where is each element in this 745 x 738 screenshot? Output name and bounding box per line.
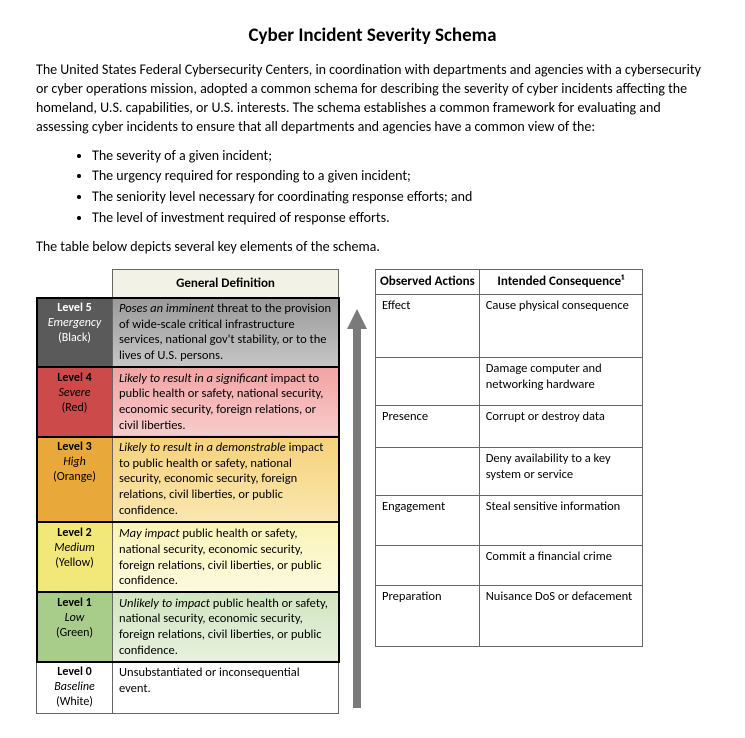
table-row: EffectCause physical consequence xyxy=(376,295,643,358)
severity-row-4: Level 4 Severe (Red) Likely to result in… xyxy=(37,367,339,437)
level-label: Level 4 Severe (Red) xyxy=(37,367,113,437)
level-label: Level 1 Low (Green) xyxy=(37,592,113,662)
severity-arrow xyxy=(339,303,375,714)
severity-row-0: Level 0 Baseline (White) Unsubstantiated… xyxy=(37,662,339,714)
page-title: Cyber Incident Severity Schema xyxy=(36,24,709,47)
level-label: Level 2 Medium (Yellow) xyxy=(37,522,113,592)
level-definition: Likely to result in a significant impact… xyxy=(113,367,339,437)
bullet-list: The severity of a given incident; The ur… xyxy=(36,147,709,229)
table-row: Deny availability to a key system or ser… xyxy=(376,448,643,496)
severity-row-1: Level 1 Low (Green) Unlikely to impact p… xyxy=(37,592,339,662)
col-header-definition: General Definition xyxy=(113,270,339,298)
col-header-consequence: Intended Consequence¹ xyxy=(479,270,642,295)
table-row: PresenceCorrupt or destroy data xyxy=(376,406,643,448)
table-row: PreparationNuisance DoS or defacement xyxy=(376,586,643,647)
level-label: Level 0 Baseline (White) xyxy=(37,662,113,714)
severity-row-5: Level 5 Emergency (Black) Poses an immin… xyxy=(37,298,339,368)
intro-paragraph: The United States Federal Cybersecurity … xyxy=(36,61,709,137)
table-caption: The table below depicts several key elem… xyxy=(36,238,709,255)
bullet-item: The severity of a given incident; xyxy=(92,147,709,166)
table-row: Damage computer and networking hardware xyxy=(376,358,643,406)
level-definition: Poses an imminent threat to the provisio… xyxy=(113,298,339,368)
severity-table: General Definition Level 5 Emergency (Bl… xyxy=(36,269,339,714)
level-definition: Unsubstantiated or inconsequential event… xyxy=(113,662,339,714)
table-row: Commit a financial crime xyxy=(376,546,643,586)
bullet-item: The level of investment required of resp… xyxy=(92,209,709,228)
level-definition: May impact public health or safety, nati… xyxy=(113,522,339,592)
bullet-item: The urgency required for responding to a… xyxy=(92,167,709,186)
severity-row-2: Level 2 Medium (Yellow) May impact publi… xyxy=(37,522,339,592)
level-definition: Unlikely to impact public health or safe… xyxy=(113,592,339,662)
level-label: Level 5 Emergency (Black) xyxy=(37,298,113,368)
severity-row-3: Level 3 High (Orange) Likely to result i… xyxy=(37,437,339,523)
schema-container: General Definition Level 5 Emergency (Bl… xyxy=(36,269,709,714)
level-label: Level 3 High (Orange) xyxy=(37,437,113,523)
bullet-item: The seniority level necessary for coordi… xyxy=(92,188,709,207)
col-header-observed: Observed Actions xyxy=(376,270,480,295)
level-definition: Likely to result in a demonstrable impac… xyxy=(113,437,339,523)
table-row: EngagementSteal sensitive information xyxy=(376,496,643,546)
actions-consequence-table: Observed Actions Intended Consequence¹ E… xyxy=(375,269,643,647)
